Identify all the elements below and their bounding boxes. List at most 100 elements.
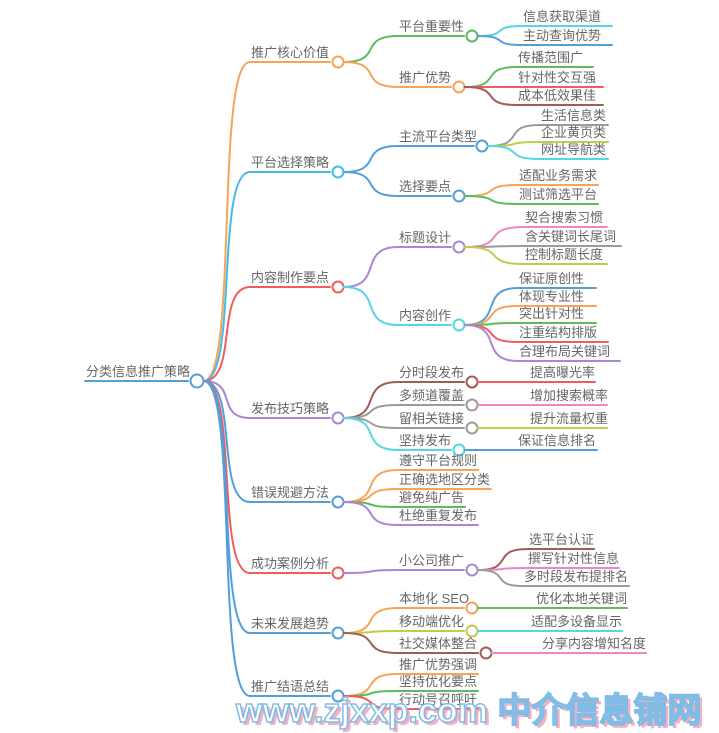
mindmap-node[interactable]: 成功案例分析 [202,380,345,580]
node-label: 错误规避方法 [251,485,329,500]
node-toggle[interactable] [331,566,345,580]
branch-edge [342,569,465,574]
mindmap-node[interactable]: 内容创作 [342,286,466,332]
node-label: 成功案例分析 [251,556,329,571]
mindmap-node[interactable]: 含关键词长尾词 [463,229,622,248]
branch-edge [202,380,331,697]
mindmap-node[interactable]: 多时段发布提排名 [476,569,630,587]
mindmap-node[interactable]: 控制标题长度 [463,246,608,265]
mindmap-node[interactable]: 发布技巧策略 [202,380,345,425]
mindmap-node[interactable]: 适配多设备显示 [476,614,623,633]
node-toggle[interactable] [331,280,345,294]
mindmap-node[interactable]: 成本低效果佳 [463,86,604,106]
node-toggle[interactable] [452,189,466,203]
node-toggle[interactable] [465,29,479,43]
node-label: 正确选地区分类 [399,472,490,487]
node-label: 平台重要性 [399,19,464,34]
node-toggle[interactable] [189,373,205,389]
node-label: 优化本地关键词 [536,591,627,606]
node-toggle[interactable] [331,55,345,69]
node-label: 发布技巧策略 [251,401,329,416]
mindmap-node[interactable]: 坚持发布 [342,417,466,457]
mindmap-node[interactable]: 提高曝光率 [476,365,596,383]
mindmap-node[interactable]: 网址导航类 [486,142,609,160]
node-toggle[interactable] [452,80,466,94]
node-toggle[interactable] [331,626,345,640]
branch-edge [342,246,452,288]
mindmap-node[interactable]: 标题设计 [342,230,466,288]
branch-edge [342,381,465,419]
node-label: 生活信息类 [541,108,606,123]
node-label: 选平台认证 [529,532,594,547]
mindmap-node[interactable]: 分时段发布 [342,365,479,419]
node-toggle[interactable] [331,165,345,179]
node-label: 提高曝光率 [530,365,595,380]
node-toggle[interactable] [479,646,493,660]
branch-edge [202,286,331,382]
node-label: 杜绝重复发布 [399,508,477,523]
mindmap-node[interactable]: 优化本地关键词 [476,591,628,610]
node-label: 遵守平台规则 [399,453,477,468]
mindmap-node[interactable]: 分类信息推广策略 [84,364,205,389]
branch-edge [342,501,479,526]
node-label: 坚持发布 [399,433,451,448]
mindmap-node[interactable]: 平台选择策略 [202,155,345,382]
mindmap-node[interactable]: 测试筛选平台 [463,187,599,205]
node-toggle[interactable] [465,601,479,615]
node-label: 控制标题长度 [525,247,603,262]
node-label: 平台选择策略 [251,155,329,170]
node-toggle[interactable] [331,495,345,509]
node-label: 内容创作 [399,308,451,323]
mindmap-node[interactable]: 合理布局关键词 [463,324,621,362]
node-toggle[interactable] [475,139,489,153]
node-label: 分时段发布 [399,365,464,380]
mindmap-node[interactable]: 推广核心价值 [202,45,345,382]
mindmap-node[interactable]: 内容制作要点 [202,270,345,382]
node-label: 体现专业性 [519,289,584,304]
node-label: 突出针对性 [519,306,584,321]
mindmap-node[interactable]: 主动查询优势 [476,28,613,46]
node-label: 留相关链接 [399,411,464,426]
node-label: 适配多设备显示 [531,614,622,629]
branch-edge [342,61,452,88]
branch-edge [476,569,630,587]
node-label: 保证原创性 [519,271,584,286]
node-toggle[interactable] [465,375,479,389]
mindmap-node[interactable]: 错误规避方法 [202,380,345,509]
mindmap-node[interactable]: 平台重要性 [342,19,479,63]
node-label: 坚持优化要点 [399,674,477,689]
node-toggle[interactable] [331,689,345,703]
node-label: 选择要点 [399,179,451,194]
mindmap-node[interactable]: 选择要点 [342,171,466,203]
mindmap-node[interactable]: 提升流量权重 [476,411,609,429]
node-toggle[interactable] [465,398,479,412]
mindmap-node[interactable]: 推广结语总结 [202,380,345,703]
mindmap-node[interactable]: 移动端优化 [342,614,479,638]
node-toggle[interactable] [331,411,345,425]
mindmap-node[interactable]: 保证信息排名 [463,433,598,452]
node-toggle[interactable] [465,563,479,577]
mindmap-node[interactable]: 社交媒体整合 [342,632,493,660]
branch-edge [202,171,331,382]
mindmap-node[interactable]: 推广优势 [342,61,466,94]
node-toggle[interactable] [465,624,479,638]
node-label: 多频道覆盖 [399,388,464,403]
mindmap-node[interactable]: 小公司推广 [342,553,479,577]
node-label: 企业黄页类 [541,125,606,140]
mindmap-node[interactable]: 杜绝重复发布 [342,501,479,526]
mindmap-node[interactable]: 针对性交互强 [463,70,604,88]
branch-edge [342,171,452,197]
mindmap-node[interactable]: 增加搜索概率 [476,388,609,406]
node-toggle[interactable] [452,240,466,254]
mindmap-node[interactable]: 主流平台类型 [342,129,489,173]
node-label: 主流平台类型 [399,129,477,144]
mindmap-node[interactable]: 行动号召呼吁 [342,692,479,710]
node-toggle[interactable] [452,318,466,332]
mindmap-node[interactable]: 撰写针对性信息 [476,551,620,571]
node-label: 契合搜索习惯 [525,210,603,225]
mindmap-node[interactable]: 分享内容增知名度 [490,636,647,655]
branch-edge [476,35,613,46]
node-label: 增加搜索概率 [530,388,608,403]
node-toggle[interactable] [465,421,479,435]
mindmap-node[interactable]: 本地化 SEO [342,591,479,634]
